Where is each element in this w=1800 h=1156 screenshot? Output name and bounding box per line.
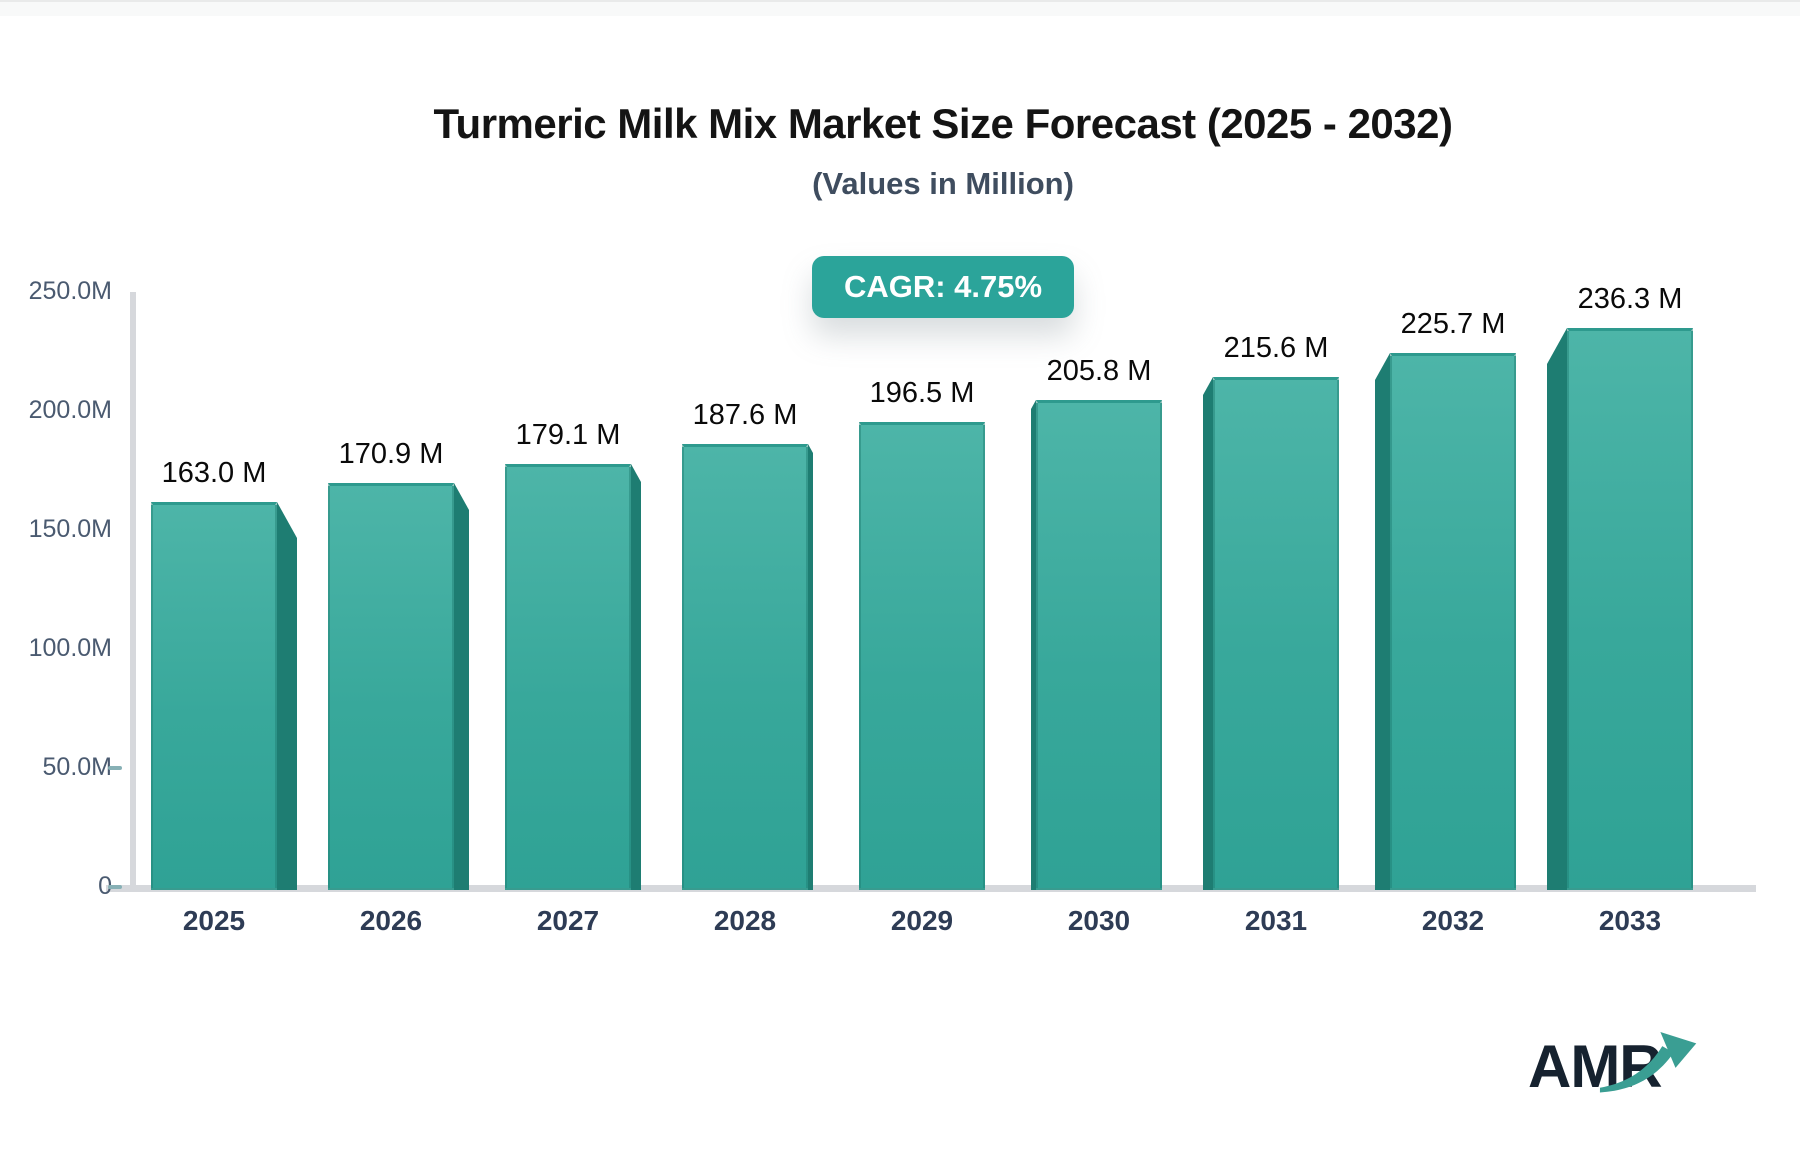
y-tick-mark bbox=[108, 766, 122, 770]
x-tick-label-2028: 2028 bbox=[713, 905, 777, 936]
bar-value-label-2032: 225.7 M bbox=[1400, 308, 1506, 340]
x-tick-label-2032: 2032 bbox=[1421, 905, 1485, 936]
x-tick-label-2031: 2031 bbox=[1244, 905, 1308, 936]
bar-value-label-2026: 170.9 M bbox=[338, 438, 444, 470]
window-top-strip bbox=[0, 0, 1800, 16]
bar-value-label-2029: 196.5 M bbox=[869, 377, 975, 409]
bar-2031 bbox=[1213, 377, 1339, 890]
bar-side-2025 bbox=[277, 502, 297, 890]
bar-side-2032 bbox=[1375, 353, 1390, 890]
bar-side-2031 bbox=[1203, 377, 1213, 890]
cagr-badge-wrap: CAGR: 4.75% bbox=[130, 256, 1756, 318]
bar-value-label-2030: 205.8 M bbox=[1046, 355, 1152, 387]
x-tick-label-2030: 2030 bbox=[1067, 905, 1131, 936]
y-tick-label-150.0M: 150.0M bbox=[28, 515, 112, 543]
y-tick-label-50.0M: 50.0M bbox=[42, 753, 112, 781]
y-tick-mark bbox=[108, 885, 122, 889]
bar-2029 bbox=[859, 422, 985, 890]
bar-side-2030 bbox=[1031, 400, 1036, 890]
cagr-badge: CAGR: 4.75% bbox=[811, 256, 1075, 318]
bar-2033 bbox=[1567, 328, 1693, 890]
plot-area: 250.0M 200.0M 150.0M 100.0M 50.0M 0 163.0 M 17… bbox=[29, 277, 1756, 936]
y-tick-label-200.0M: 200.0M bbox=[28, 396, 112, 424]
amr-logo-text: AMR bbox=[1528, 1033, 1663, 1100]
chart-subtitle: (Values in Million) bbox=[812, 166, 1074, 201]
bar-2027 bbox=[505, 464, 631, 890]
bar-value-label-2031: 215.6 M bbox=[1223, 332, 1329, 364]
x-tick-label-2027: 2027 bbox=[536, 905, 600, 936]
bar-side-2028 bbox=[808, 444, 813, 890]
bar-value-label-2028: 187.6 M bbox=[692, 399, 798, 431]
x-tick-label-2033: 2033 bbox=[1598, 905, 1662, 936]
bar-side-2027 bbox=[631, 464, 641, 890]
bar-value-label-2025: 163.0 M bbox=[161, 457, 267, 489]
bar-side-2033 bbox=[1547, 328, 1567, 890]
bar-2028 bbox=[682, 444, 808, 890]
bar-2026 bbox=[328, 483, 454, 890]
bar-2030 bbox=[1036, 400, 1162, 890]
x-tick-label-2026: 2026 bbox=[359, 905, 423, 936]
y-tick-label-250.0M: 250.0M bbox=[28, 277, 112, 305]
bar-side-2026 bbox=[454, 483, 469, 890]
y-axis-line bbox=[130, 292, 136, 887]
chart-title: Turmeric Milk Mix Market Size Forecast (… bbox=[433, 100, 1454, 147]
x-tick-label-2025: 2025 bbox=[182, 905, 246, 936]
bar-2032 bbox=[1390, 353, 1516, 890]
growth-arrow-icon bbox=[1599, 1032, 1697, 1093]
y-tick-label-100.0M: 100.0M bbox=[28, 634, 112, 662]
bar-value-label-2033: 236.3 M bbox=[1577, 283, 1683, 315]
bar-2025 bbox=[151, 502, 277, 890]
chart-header: Turmeric Milk Mix Market Size Forecast (… bbox=[130, 100, 1756, 202]
x-tick-label-2029: 2029 bbox=[890, 905, 954, 936]
y-tick-label-0: 0 bbox=[98, 872, 112, 900]
amr-logo: AMR bbox=[1528, 1032, 1718, 1112]
bar-value-label-2027: 179.1 M bbox=[515, 419, 621, 451]
